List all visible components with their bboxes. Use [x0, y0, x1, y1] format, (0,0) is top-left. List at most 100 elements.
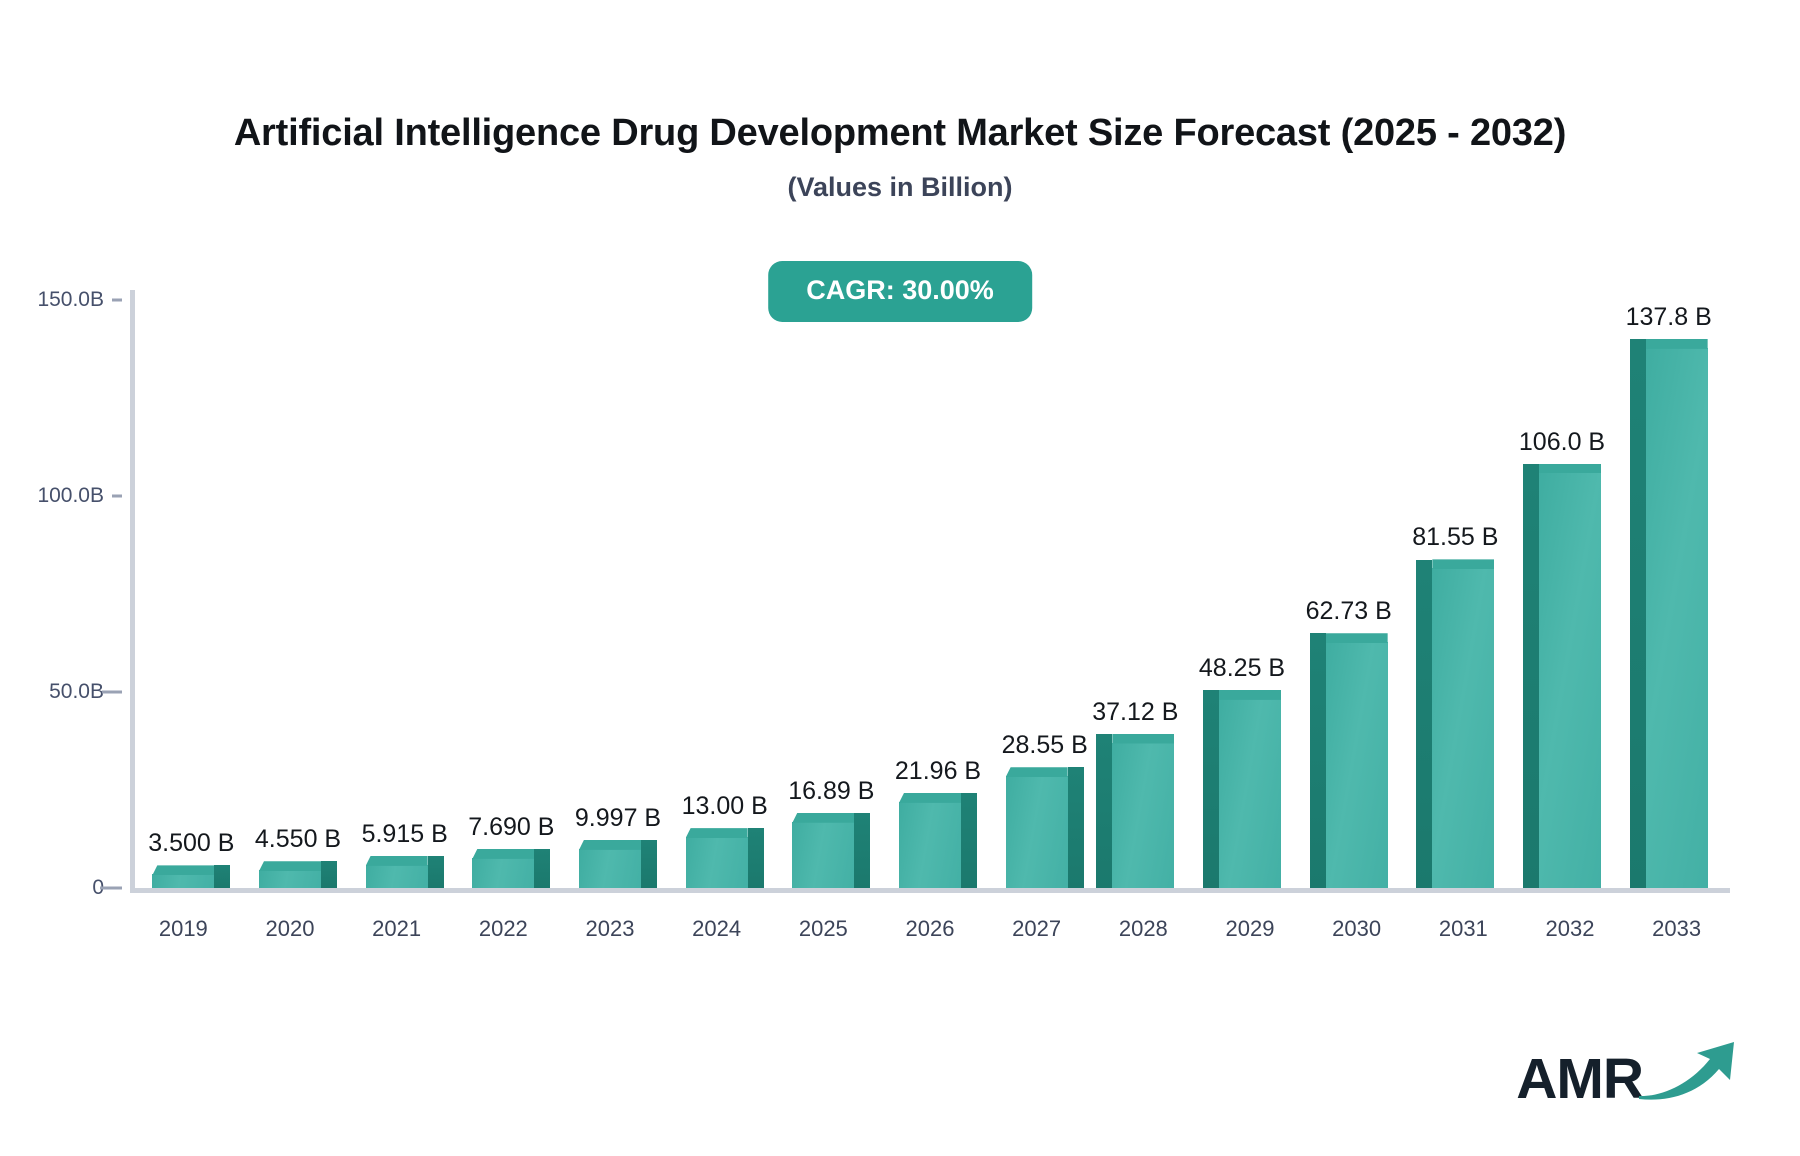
- y-axis-line: [130, 290, 135, 893]
- bar-value-label: 21.96 B: [894, 757, 982, 785]
- bar-top-face: [1539, 463, 1601, 474]
- bar-front-face: [1539, 472, 1601, 888]
- bar-front-face: [1005, 776, 1068, 888]
- bar-value-label: 28.55 B: [1001, 731, 1088, 760]
- bar-side-face: [534, 849, 551, 888]
- x-axis-label-2033: 2033: [1652, 916, 1702, 941]
- chart-subtitle: (Values in Billion): [787, 172, 1013, 202]
- bar-front-face: [1325, 642, 1388, 888]
- bar-2024: [685, 821, 764, 888]
- bar-value-label: 5.915 B: [361, 819, 448, 848]
- bar-side-face: [961, 793, 977, 888]
- bar-top-face: [1005, 767, 1068, 778]
- x-axis-label-2024: 2024: [692, 916, 742, 941]
- bar-2026: [899, 786, 977, 888]
- y-axis-tick-mark: [102, 690, 122, 694]
- bar-front-face: [1432, 568, 1495, 888]
- x-axis-label-2026: 2026: [905, 916, 955, 941]
- x-axis-line: [130, 888, 1730, 893]
- y-axis-tick-mark: [112, 494, 122, 498]
- bar-2029: [1203, 683, 1281, 888]
- bar-front-face: [899, 801, 961, 888]
- bar-front-face: [1112, 742, 1175, 888]
- bar-front-face: [1219, 698, 1281, 888]
- x-axis-label-2027: 2027: [1012, 916, 1062, 941]
- bar-top-face: [472, 848, 535, 859]
- cagr-badge: CAGR: 30.00%: [768, 261, 1032, 322]
- x-axis-label-2021: 2021: [372, 916, 422, 941]
- bar-top-face: [899, 793, 961, 803]
- bar-top-face: [685, 828, 748, 839]
- page-title: Artificial Intelligence Drug Development…: [233, 112, 1567, 154]
- y-axis-label-150.0B: 150.0B: [37, 288, 104, 311]
- x-axis-label-2031: 2031: [1438, 916, 1488, 941]
- bar-top-face: [1432, 559, 1495, 570]
- bar-side-face: [1067, 767, 1084, 888]
- bar-value-label: 37.12 B: [1092, 697, 1179, 726]
- bar-2025: [792, 806, 871, 888]
- bar-2032: [1523, 456, 1601, 888]
- amr-wordmark: AMR: [1516, 1047, 1644, 1111]
- bar-side-face: [214, 865, 231, 888]
- bar-side-face: [321, 861, 337, 888]
- bar-top-face: [152, 865, 215, 876]
- bar-value-label: 3.500 B: [148, 829, 235, 858]
- x-axis-label-2019: 2019: [158, 916, 208, 941]
- bar-front-face: [259, 870, 321, 888]
- bar-2021: [365, 849, 444, 888]
- y-axis-tick-mark: [112, 298, 122, 302]
- x-axis-label-2023: 2023: [585, 916, 635, 941]
- bar-front-face: [365, 864, 428, 888]
- bar-front-face: [1645, 347, 1708, 888]
- bar-side-face: [747, 828, 764, 888]
- bar-top-face: [1645, 338, 1708, 349]
- bar-front-face: [152, 874, 215, 888]
- growth-arrow-icon: [1637, 1039, 1742, 1106]
- bar-top-face: [365, 855, 428, 866]
- bar-value-label: 4.550 B: [254, 825, 342, 854]
- bar-value-label: 48.25 B: [1198, 653, 1286, 682]
- y-axis-label-0: 0: [92, 876, 104, 899]
- bar-side-face: [641, 840, 657, 888]
- bar-top-face: [1325, 633, 1388, 644]
- bar-side-face: [1096, 733, 1113, 888]
- bar-value-label: 7.690 B: [468, 812, 555, 841]
- bar-side-face: [854, 813, 871, 888]
- bar-top-face: [1219, 689, 1281, 700]
- bar-value-label: 62.73 B: [1305, 597, 1392, 626]
- bar-side-face: [1629, 339, 1646, 888]
- bar-2033: [1629, 332, 1708, 888]
- bar-value-label: 106.0 B: [1518, 427, 1606, 456]
- bar-top-face: [792, 812, 855, 823]
- y-axis-label-50.0B: 50.0B: [49, 680, 104, 703]
- plot-area: 3.500 B 4.550 B 5.915 B 7.690 B 9.997 B 13.00…: [130, 290, 1730, 893]
- bar-2028: [1096, 727, 1175, 888]
- bar-2027: [1005, 760, 1084, 888]
- bar-front-face: [792, 821, 855, 888]
- x-axis-label-2029: 2029: [1225, 916, 1275, 941]
- bar-side-face: [1416, 559, 1433, 888]
- y-axis-label-100.0B: 100.0B: [37, 484, 104, 507]
- x-axis-label-2022: 2022: [478, 916, 528, 941]
- bar-side-face: [1309, 633, 1326, 888]
- bar-side-face: [1523, 463, 1539, 888]
- bar-2031: [1416, 552, 1495, 888]
- bar-value-label: 13.00 B: [681, 792, 768, 821]
- x-axis-label-2025: 2025: [798, 916, 848, 941]
- x-axis-label-2030: 2030: [1332, 916, 1382, 941]
- bar-front-face: [579, 848, 641, 888]
- bar-side-face: [1203, 690, 1219, 888]
- bar-2022: [472, 842, 551, 888]
- bar-top-face: [259, 861, 321, 872]
- x-axis-label-2028: 2028: [1118, 916, 1168, 941]
- bar-value-label: 9.997 B: [574, 803, 662, 832]
- bar-top-face: [1112, 733, 1175, 744]
- bar-value-label: 137.8 B: [1625, 302, 1712, 331]
- bar-2030: [1309, 626, 1388, 888]
- bar-value-label: 81.55 B: [1412, 523, 1499, 552]
- bar-side-face: [427, 856, 444, 888]
- bar-2020: [259, 854, 337, 888]
- bar-2023: [579, 833, 657, 888]
- x-axis-label-2032: 2032: [1545, 916, 1595, 941]
